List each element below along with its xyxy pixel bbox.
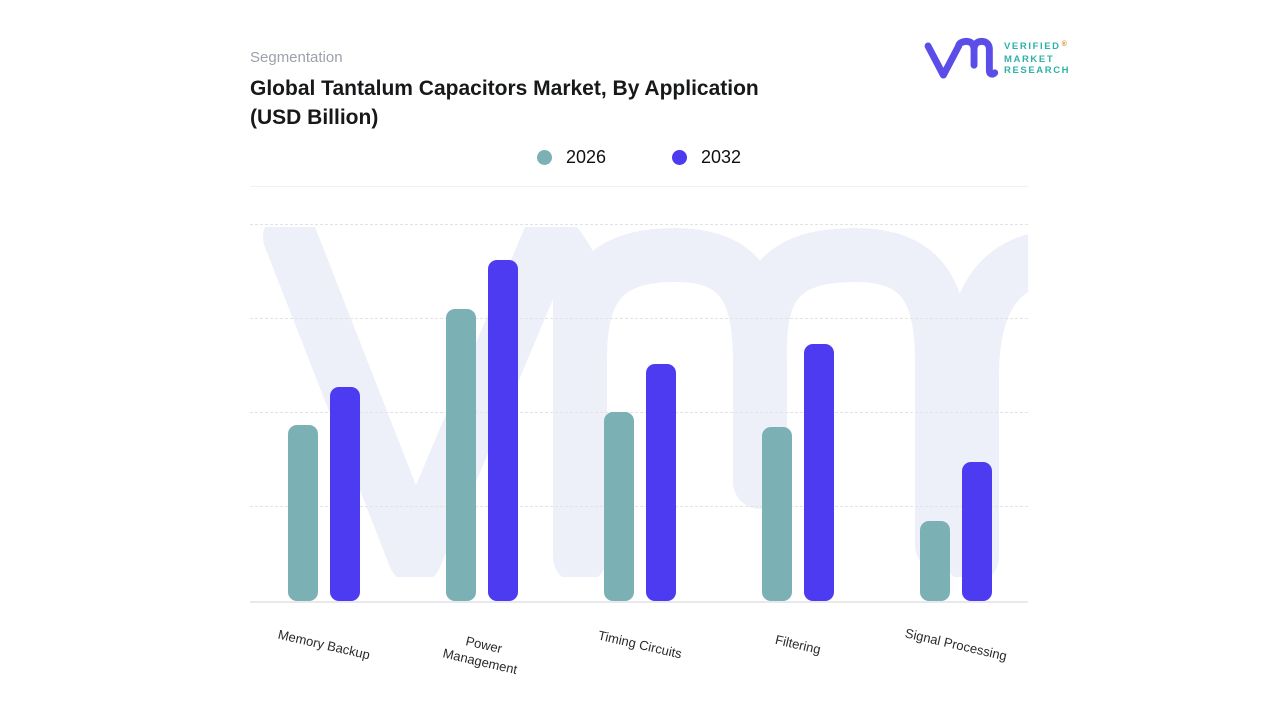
x-axis-label-signal-processing: Signal Processing xyxy=(903,625,1008,664)
bar-2032-memory-backup[interactable] xyxy=(329,387,360,601)
legend-dot-2026-icon xyxy=(536,150,552,165)
bar-2032-timing-circuits[interactable] xyxy=(645,364,676,601)
bar-2032-filtering[interactable] xyxy=(803,344,834,601)
gridline-1 xyxy=(250,506,1028,507)
vmr-logo: VERIFIED® MARKET RESEARCH xyxy=(922,36,1072,82)
legend-item-2032[interactable]: 2032 xyxy=(672,147,741,168)
gridline-3 xyxy=(250,318,1028,319)
vmr-watermark-icon xyxy=(263,227,1028,577)
legend-item-2026[interactable]: 2026 xyxy=(536,147,606,168)
plot-area xyxy=(250,186,1028,603)
bar-2026-memory-backup[interactable] xyxy=(287,425,318,601)
registered-trademark-icon: ® xyxy=(1061,41,1067,48)
bar-2026-filtering[interactable] xyxy=(761,427,792,601)
legend-label-2032: 2032 xyxy=(701,147,742,167)
x-axis-label-power-management: Power Management xyxy=(440,633,519,678)
page-title-line1: Global Tantalum Capacitors Market, By Ap… xyxy=(250,77,759,100)
bar-2032-signal-processing[interactable] xyxy=(961,462,992,601)
logo-line-research: RESEARCH xyxy=(1004,65,1071,76)
x-axis-label-timing-circuits: Timing Circuits xyxy=(596,627,683,662)
legend-dot-2032-icon xyxy=(672,150,687,165)
page-title: Global Tantalum Capacitors Market, By Ap… xyxy=(250,74,890,132)
vmr-logo-glyph xyxy=(924,37,999,79)
chart-legend: 2026 2032 xyxy=(250,147,1028,168)
bar-2026-power-management[interactable] xyxy=(445,309,476,601)
eyebrow-label: Segmentation xyxy=(250,49,343,66)
vmr-logo-text: VERIFIED® MARKET RESEARCH xyxy=(1004,41,1070,77)
page-title-line2: (USD Billion) xyxy=(250,106,379,129)
gridline-2 xyxy=(250,412,1028,413)
x-axis-label-filtering: Filtering xyxy=(773,631,822,658)
logo-line-verified: VERIFIED® xyxy=(1004,41,1067,52)
x-axis-labels: Memory Backup Power Management Timing Circ… xyxy=(250,622,1028,712)
bar-2032-power-management[interactable] xyxy=(487,260,518,601)
bar-2026-signal-processing[interactable] xyxy=(919,521,950,601)
logo-line-market: MARKET xyxy=(1004,53,1055,65)
legend-label-2026: 2026 xyxy=(565,147,606,167)
bar-2026-timing-circuits[interactable] xyxy=(603,412,634,601)
x-axis-label-memory-backup: Memory Backup xyxy=(276,626,371,663)
gridline-4 xyxy=(250,224,1028,225)
